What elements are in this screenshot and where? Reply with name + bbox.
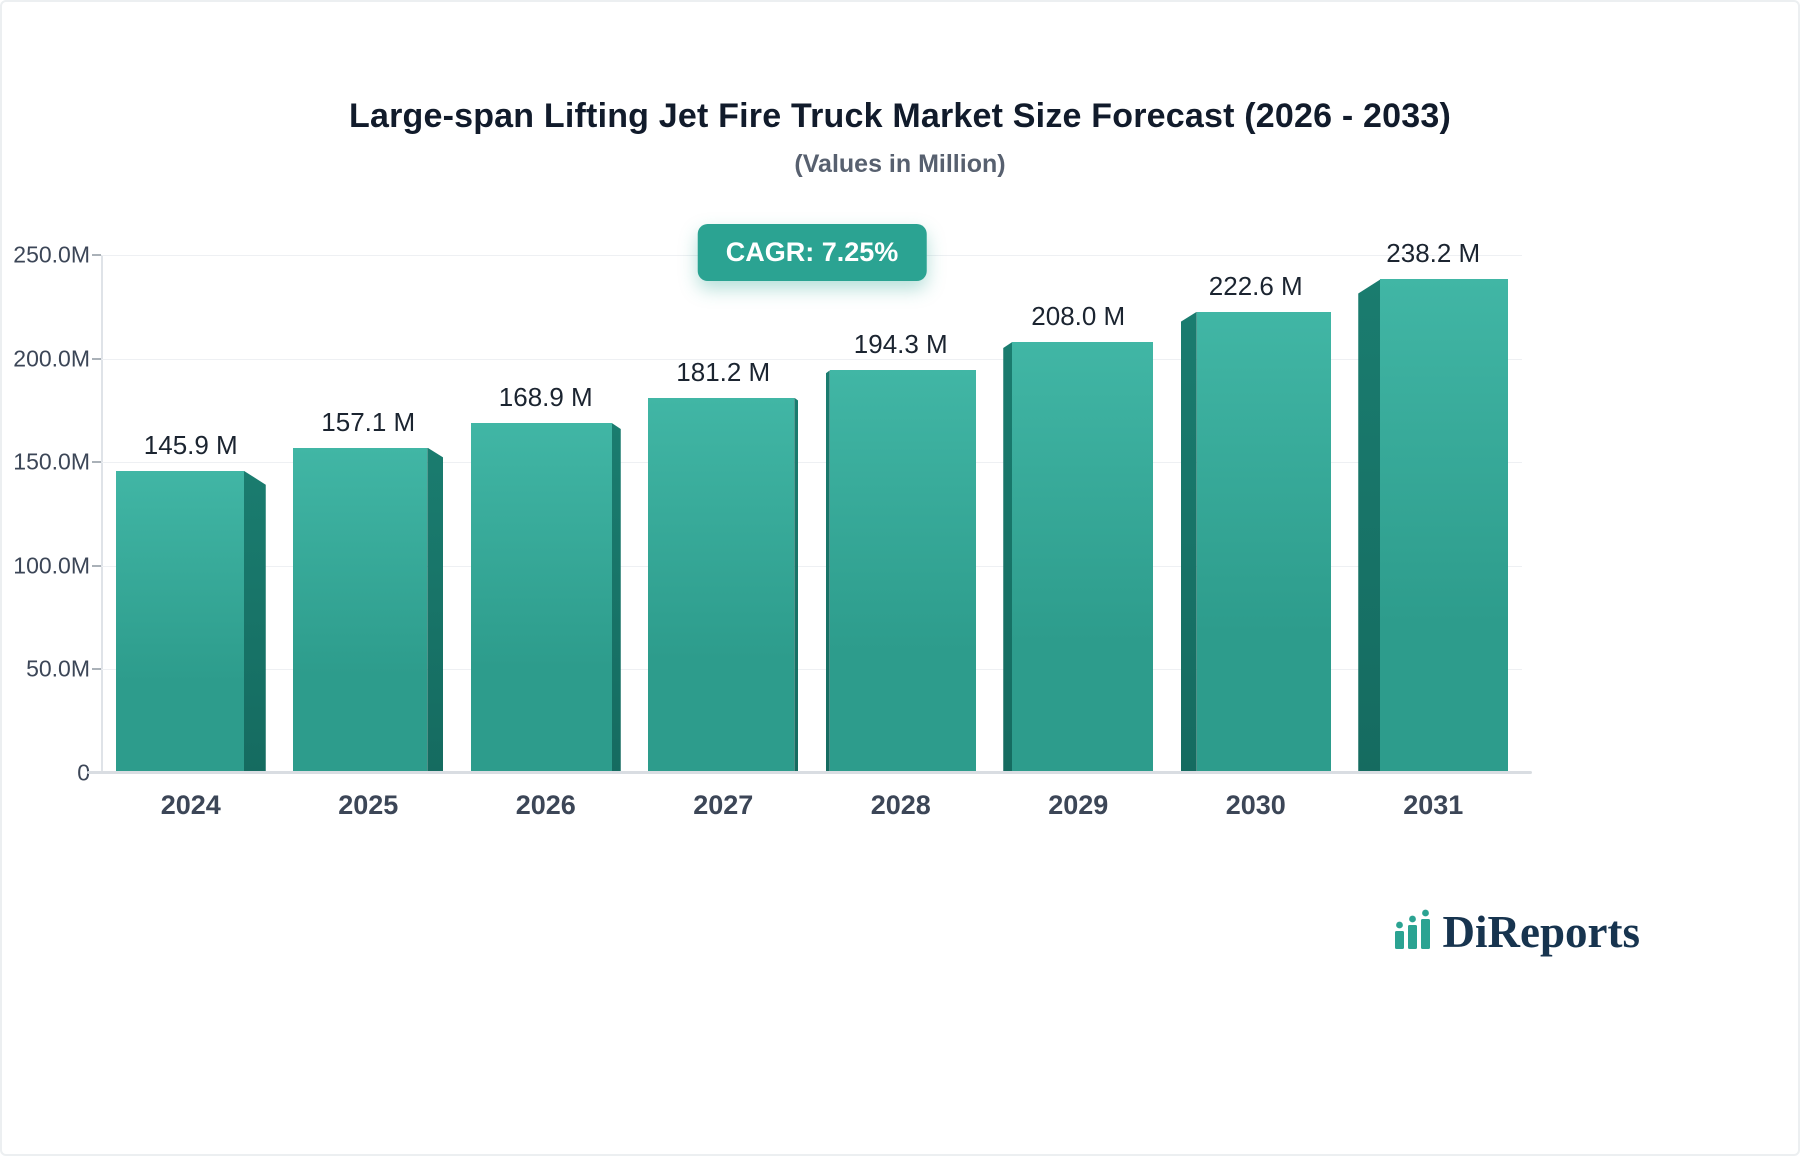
- chart-subtitle: (Values in Million): [794, 150, 1006, 178]
- chart-title: Large-span Lifting Jet Fire Truck Market…: [349, 97, 1451, 135]
- bar-2028: 194.3 M: [825, 329, 976, 773]
- bar-side-face: [611, 423, 621, 773]
- bar-value-label: 238.2 M: [1386, 238, 1481, 269]
- bar-slot: 208.0 M: [990, 255, 1168, 773]
- bar-front-face: [1012, 342, 1154, 773]
- bar-slot: 145.9 M: [102, 255, 280, 773]
- gridline: [102, 669, 1522, 671]
- bar-slot: 181.2 M: [635, 255, 813, 773]
- x-axis-label: 2026: [515, 790, 576, 820]
- x-axis-label: 2029: [1048, 790, 1109, 820]
- bar-value-label: 181.2 M: [676, 356, 771, 387]
- bar-front-face: [1380, 279, 1509, 773]
- bar-2030: 222.6 M: [1180, 271, 1331, 773]
- bar-value-label: 194.3 M: [853, 329, 948, 360]
- bar-2024: 145.9 M: [115, 430, 266, 773]
- bar-front-face: [115, 470, 244, 773]
- bar-side-face: [794, 397, 799, 773]
- y-axis-label: 0: [77, 759, 90, 786]
- cagr-badge: CAGR: 7.25%: [697, 224, 927, 281]
- bar-front-face: [648, 397, 795, 773]
- bar-slot: 194.3 M: [812, 255, 990, 773]
- bar-2025: 157.1 M: [293, 407, 444, 773]
- x-axis-labels: 2024 2025 2026 2027 2028 2029 2030 2031: [102, 790, 1522, 821]
- x-axis-label: 2031: [1403, 790, 1464, 820]
- y-axis-label: 200.0M: [13, 345, 90, 372]
- y-axis: 250.0M 200.0M 150.0M 100.0M 50.0M 0: [2, 242, 101, 786]
- bar-front-face: [1196, 311, 1331, 773]
- bar-value-label: 168.9 M: [498, 382, 593, 413]
- brand-logo: DiReports: [1394, 905, 1640, 955]
- bar-2031: 238.2 M: [1358, 238, 1509, 773]
- bars: 145.9 M 157.1 M 168.9 M 181.2 M 194.3 M 208.0…: [102, 238, 1523, 773]
- bar-2029: 208.0 M: [1003, 301, 1154, 773]
- brand-bars-icon: [1394, 909, 1430, 949]
- bar-front-face: [470, 423, 612, 773]
- gridline: [102, 565, 1522, 567]
- bar-slot: 168.9 M: [457, 255, 635, 773]
- y-axis-tick: [92, 357, 101, 360]
- bar-side-face: [243, 470, 266, 773]
- x-axis-line: [87, 771, 1532, 774]
- bar-side-face: [1003, 342, 1013, 773]
- x-axis-label: 2025: [338, 790, 399, 820]
- bar-slot: 157.1 M: [280, 255, 458, 773]
- bar-front-face: [829, 370, 976, 773]
- y-axis-tick: [92, 461, 101, 464]
- bar-side-face: [1180, 311, 1197, 773]
- x-axis-label: 2024: [160, 790, 221, 820]
- bar-side-face: [825, 370, 830, 773]
- y-axis-line: [101, 255, 103, 773]
- bar-side-face: [427, 447, 444, 773]
- gridline: [102, 358, 1522, 360]
- bar-slot: 238.2 M: [1345, 238, 1523, 773]
- y-axis-label: 150.0M: [13, 448, 90, 475]
- x-axis-label: 2030: [1225, 790, 1286, 820]
- bar-front-face: [293, 447, 428, 773]
- gridline: [102, 462, 1522, 464]
- bar-2027: 181.2 M: [648, 357, 799, 773]
- brand-name: DiReports: [1442, 907, 1640, 957]
- bar-value-label: 157.1 M: [321, 406, 416, 437]
- x-axis-label: 2028: [870, 790, 931, 820]
- y-axis-label: 50.0M: [26, 655, 90, 682]
- y-axis-tick: [92, 564, 101, 567]
- bar-slot: 222.6 M: [1167, 255, 1345, 773]
- bar-value-label: 222.6 M: [1208, 270, 1303, 301]
- plot-area: 145.9 M 157.1 M 168.9 M 181.2 M 194.3 M 208.0…: [102, 238, 1523, 774]
- bar-value-label: 208.0 M: [1031, 301, 1126, 332]
- y-axis-label: 250.0M: [13, 241, 90, 268]
- x-axis-label: 2027: [693, 790, 754, 820]
- y-axis-tick: [92, 254, 101, 256]
- bar-value-label: 145.9 M: [143, 429, 238, 460]
- bar-2026: 168.9 M: [470, 382, 621, 773]
- bar-side-face: [1358, 279, 1381, 773]
- y-axis-label: 100.0M: [13, 552, 90, 579]
- y-axis-tick: [92, 668, 101, 671]
